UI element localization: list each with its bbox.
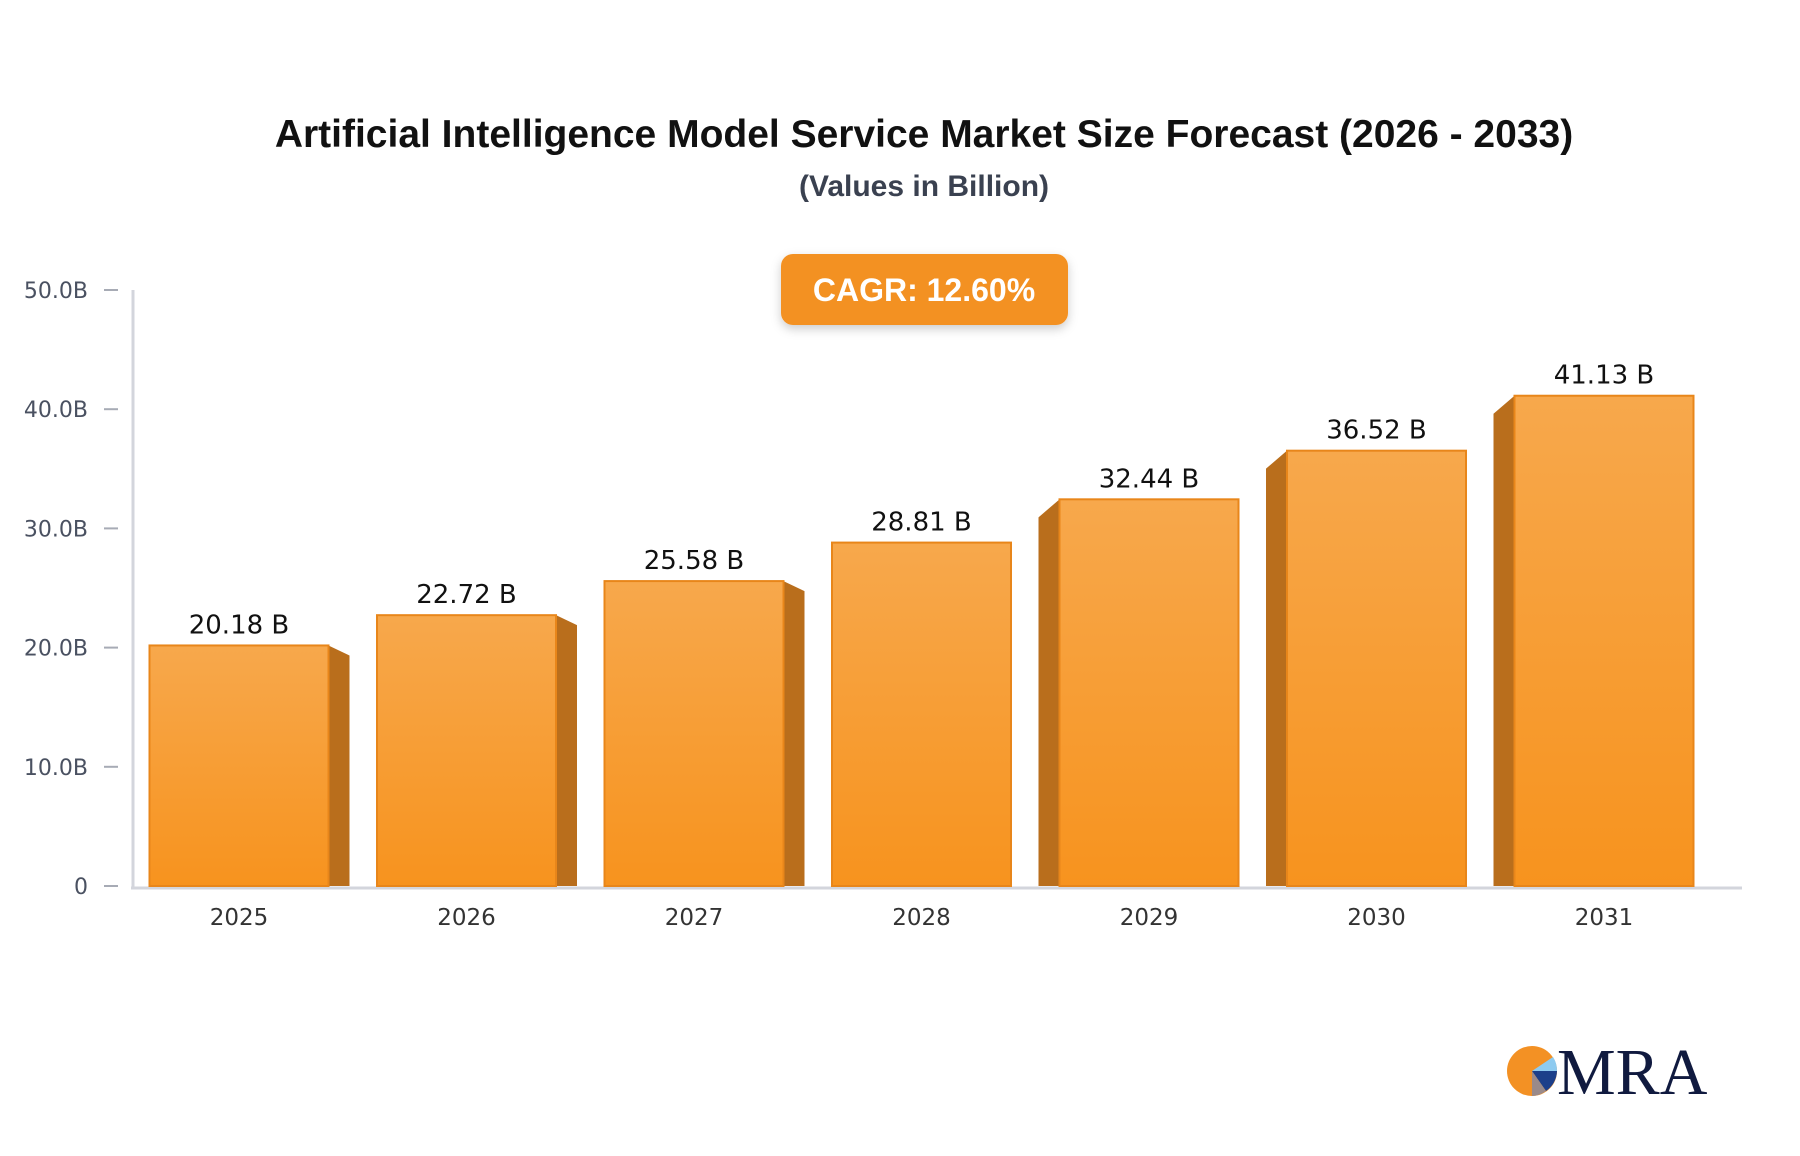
bar-side: [1266, 450, 1287, 886]
bar-side: [783, 581, 805, 886]
data-label: 28.81 B: [871, 508, 972, 538]
bar-side: [1038, 499, 1060, 886]
y-tick-label: 30.0B: [24, 517, 88, 542]
y-tick-label: 0: [74, 875, 88, 900]
x-tick-label: 2028: [892, 905, 951, 931]
y-axis: 0 10.0B 20.0B 30.0B 40.0B 50.0B: [24, 279, 135, 900]
logo-text: MRA: [1557, 1036, 1708, 1109]
data-label: 22.72 B: [416, 580, 517, 610]
data-label: 25.58 B: [644, 546, 745, 576]
bar-side: [1493, 395, 1515, 886]
bar: [376, 614, 557, 887]
bar-group-2030: 36.52 B 2030: [1266, 416, 1467, 931]
chart-subtitle: (Values in Billion): [799, 170, 1049, 203]
cagr-label: CAGR: 12.60%: [813, 272, 1035, 308]
bars: 20.18 B 2025 22.72 B 2026 25.58 B 2027 28.81 B…: [148, 361, 1695, 931]
y-tick-label: 10.0B: [24, 756, 88, 781]
bar-side: [556, 615, 577, 886]
x-tick-label: 2027: [665, 905, 724, 931]
bar: [1058, 498, 1240, 887]
data-label: 41.13 B: [1554, 361, 1655, 391]
bar-group-2031: 41.13 B 2031: [1493, 361, 1695, 931]
mra-logo: MRA: [1507, 1036, 1708, 1109]
bar-group-2026: 22.72 B 2026: [376, 580, 577, 931]
bar-group-2027: 25.58 B 2027: [603, 546, 805, 931]
bar: [603, 580, 785, 888]
bar-group-2029: 32.44 B 2029: [1038, 464, 1240, 931]
bar: [831, 541, 1012, 887]
bar-group-2028: 28.81 B 2028: [831, 508, 1012, 931]
y-tick-label: 20.0B: [24, 637, 88, 662]
chart-title: Artificial Intelligence Model Service Ma…: [275, 113, 1573, 156]
bar: [1286, 449, 1467, 887]
cagr-badge-background: [781, 254, 1068, 325]
bar-group-2025: 20.18 B 2025: [148, 610, 350, 931]
cagr-badge: CAGR: 12.60%: [781, 254, 1068, 325]
bar: [1513, 394, 1695, 887]
y-tick-label: 40.0B: [24, 398, 88, 423]
bar: [148, 644, 330, 887]
x-tick-label: 2031: [1575, 905, 1634, 931]
data-label: 20.18 B: [189, 610, 290, 640]
data-label: 36.52 B: [1326, 416, 1427, 446]
x-tick-label: 2029: [1120, 905, 1179, 931]
x-tick-label: 2026: [437, 905, 496, 931]
y-tick-label: 50.0B: [24, 279, 88, 304]
x-tick-label: 2030: [1347, 905, 1406, 931]
bar-side: [328, 645, 350, 886]
x-tick-label: 2025: [210, 905, 269, 931]
data-label: 32.44 B: [1099, 464, 1200, 494]
